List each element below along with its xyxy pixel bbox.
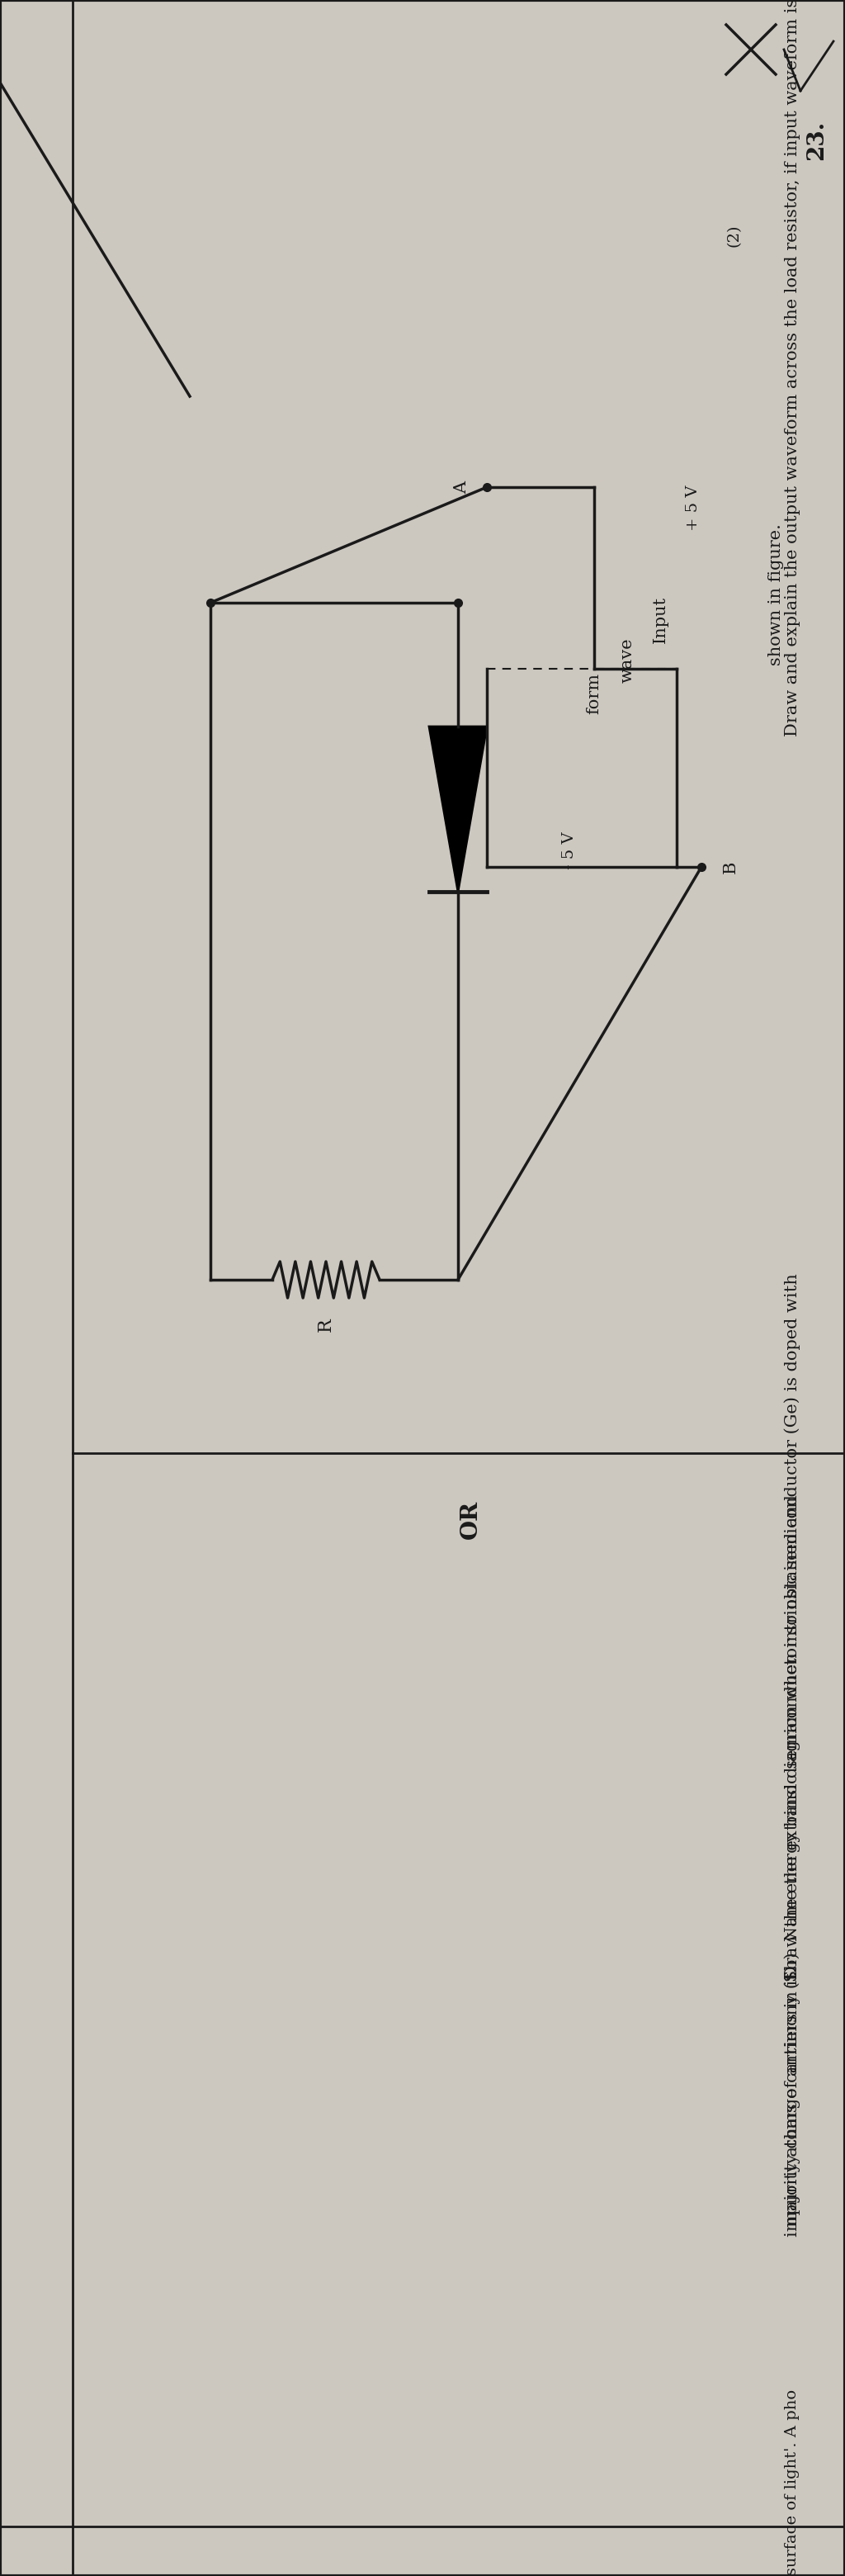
Text: Define the term 'surface of light'. A pho: Define the term 'surface of light'. A ph… xyxy=(785,2388,799,2576)
Text: Draw the energy band diagram when intrinsic semiconductor (Ge) is doped with: Draw the energy band diagram when intrin… xyxy=(784,1273,800,1978)
Text: - 5 V: - 5 V xyxy=(562,832,577,868)
Text: 23.: 23. xyxy=(806,121,828,160)
Text: form: form xyxy=(586,672,602,714)
Text: B: B xyxy=(722,860,739,873)
Text: Draw and explain the output waveform across the load resistor, if input waveform: Draw and explain the output waveform acr… xyxy=(784,0,800,737)
Text: Input: Input xyxy=(652,595,668,644)
Text: + 5 V: + 5 V xyxy=(686,484,701,531)
Text: A: A xyxy=(455,482,470,495)
Text: shown in figure.: shown in figure. xyxy=(768,523,783,665)
Text: impurity atoms of antimony (Sb). Name the extrinsic semiconductor so obtained an: impurity atoms of antimony (Sb). Name th… xyxy=(784,1494,800,2236)
Text: majority charge carriers in it.: majority charge carriers in it. xyxy=(784,1968,800,2228)
Text: R: R xyxy=(317,1319,335,1332)
Text: OR: OR xyxy=(459,1499,482,1538)
Text: (2): (2) xyxy=(727,224,742,247)
Text: wave: wave xyxy=(619,639,635,683)
Polygon shape xyxy=(429,726,487,891)
